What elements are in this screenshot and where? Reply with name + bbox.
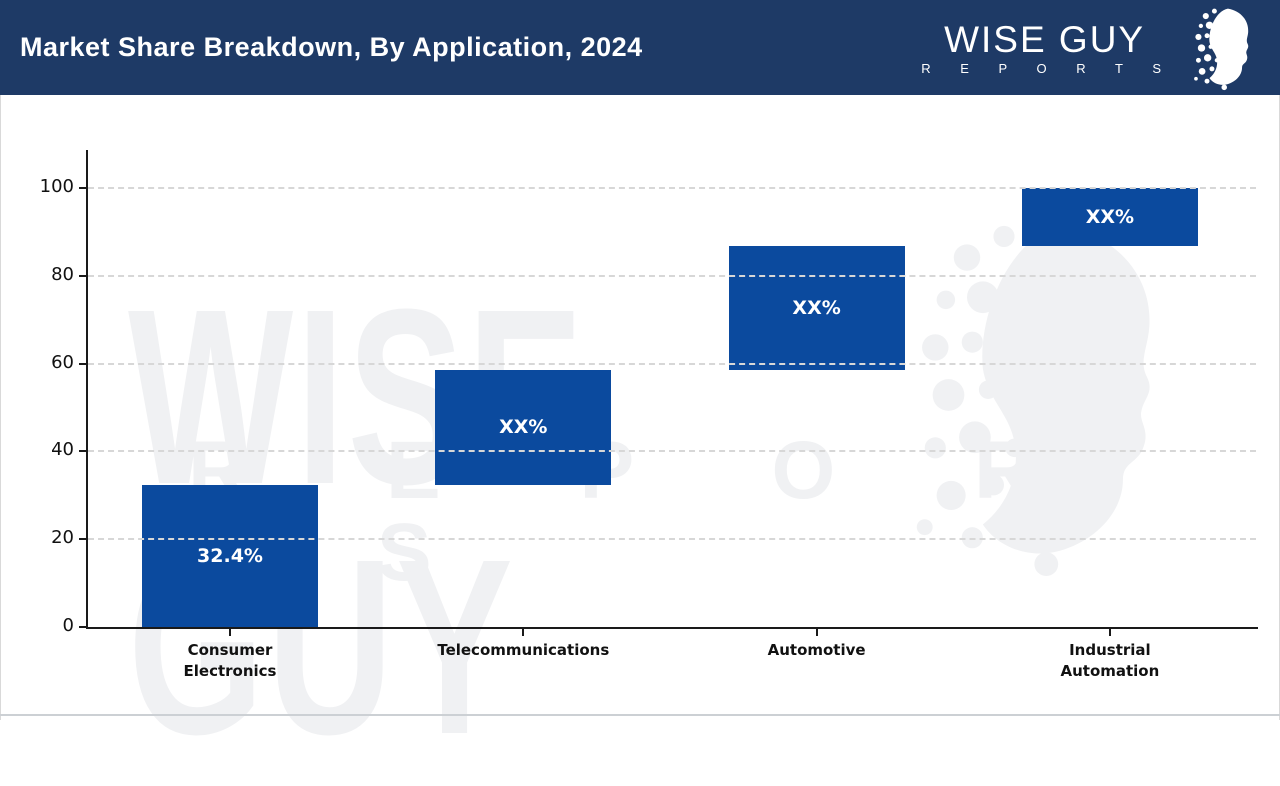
- bar-automotive: XX%: [728, 245, 905, 371]
- y-tick-mark: [79, 187, 87, 189]
- x-axis-category-line: Electronics: [183, 662, 277, 680]
- bottom-divider: [0, 714, 1280, 716]
- y-tick-label: 80: [51, 263, 74, 285]
- bar-value-label: XX%: [792, 296, 841, 319]
- bar-value-label: 32.4%: [197, 544, 263, 567]
- x-axis-category-line: Consumer: [187, 641, 273, 659]
- x-axis-category-label: Consumer Electronics: [80, 640, 380, 682]
- bar-consumer-electronics: 32.4%: [142, 484, 318, 627]
- y-tick-mark: [79, 362, 87, 365]
- x-axis-category-line: Automotive: [767, 641, 866, 659]
- y-tick-mark: [79, 538, 87, 541]
- bar-telecommunications: XX%: [435, 370, 612, 485]
- face-dots-icon: [1194, 8, 1249, 90]
- x-axis-category-label: Industrial Automation: [960, 640, 1260, 682]
- x-axis-category-label: Automotive: [667, 640, 967, 661]
- y-tick-label: 60: [51, 351, 74, 373]
- bar-value-label: XX%: [1085, 205, 1135, 228]
- y-tick-label: 0: [62, 615, 74, 636]
- y-tick-label: 20: [51, 527, 74, 549]
- x-axis-category-line: Automation: [1060, 662, 1160, 680]
- wiseguy-logo-line2: R E P O R T S: [921, 60, 1174, 76]
- header-bar: Market Share Breakdown, By Application, …: [0, 0, 1280, 95]
- page-title: Market Share Breakdown, By Application, …: [20, 32, 643, 62]
- gridline: [88, 450, 1256, 453]
- x-axis-category-label: Telecommunications: [373, 640, 673, 661]
- wiseguy-logo-text: WISE GUY R E P O R T S: [915, 21, 1174, 75]
- x-tick-mark: [522, 629, 525, 636]
- gridline: [88, 362, 1256, 365]
- wiseguy-logo: WISE GUY R E P O R T S: [915, 0, 1266, 95]
- gridline: [88, 274, 1256, 277]
- x-tick-mark: [815, 629, 818, 636]
- chart-area: 0 20 40 60 80 100 32.4% XX% XX% XX% Consumer Electr…: [39, 150, 1260, 682]
- y-tick-mark: [79, 450, 87, 453]
- x-axis-category-line: Telecommunications: [437, 641, 610, 659]
- x-axis-category-line: Industrial: [1069, 641, 1151, 659]
- gridline: [88, 187, 1256, 189]
- x-axis-line: [86, 627, 1258, 629]
- gridline: [88, 538, 1256, 541]
- wiseguy-logo-line1: WISE GUY: [944, 18, 1146, 60]
- y-tick-label: 40: [51, 439, 74, 461]
- x-tick-mark: [229, 629, 231, 636]
- x-tick-mark: [1108, 629, 1111, 636]
- bar-value-label: XX%: [499, 416, 548, 439]
- y-tick-mark: [79, 626, 87, 628]
- y-tick-label: 100: [39, 176, 74, 197]
- bar-industrial-automation: XX%: [1021, 188, 1198, 246]
- y-tick-mark: [79, 274, 87, 277]
- y-axis-line: [86, 150, 88, 629]
